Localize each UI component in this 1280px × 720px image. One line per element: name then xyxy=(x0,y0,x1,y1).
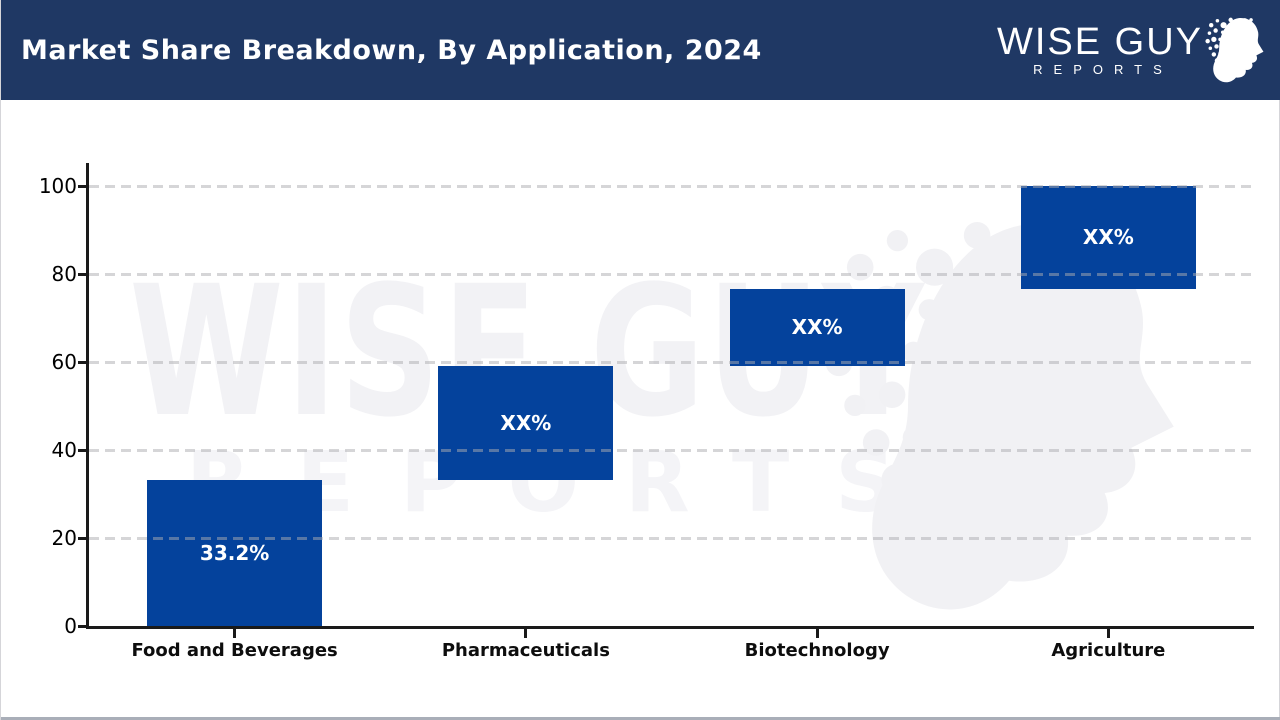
bottom-edge xyxy=(1,717,1280,720)
x-category-label-agriculture: Agriculture xyxy=(1051,640,1166,661)
gridline-100 xyxy=(89,185,1254,188)
wiseguy-logo-text: WISE GUY REPORTS xyxy=(997,23,1203,77)
y-tick-label-80: 80 xyxy=(51,262,77,286)
logo-wordmark: WISE GUY xyxy=(996,21,1203,63)
header-bar: Market Share Breakdown, By Application, … xyxy=(1,0,1280,100)
x-axis-line xyxy=(86,626,1254,629)
page-title: Market Share Breakdown, By Application, … xyxy=(21,34,762,66)
y-tick-mark xyxy=(78,536,87,540)
y-tick-label-40: 40 xyxy=(51,438,77,462)
y-tick-mark xyxy=(78,272,87,276)
gridline-80 xyxy=(89,273,1254,276)
bar-value-label: XX% xyxy=(500,410,552,435)
wiseguy-logo: WISE GUY REPORTS xyxy=(997,16,1267,84)
bar-food-and-beverages: 33.2% xyxy=(147,479,323,626)
x-tick-mark xyxy=(815,629,819,638)
bar-biotechnology: XX% xyxy=(729,288,905,366)
y-tick-label-20: 20 xyxy=(51,526,77,550)
bar-value-label: XX% xyxy=(1082,225,1134,250)
gridline-40 xyxy=(89,449,1254,452)
wiseguy-face-icon xyxy=(1205,17,1264,83)
y-tick-label-0: 0 xyxy=(64,614,77,638)
x-tick-mark xyxy=(524,629,528,638)
y-axis-line xyxy=(86,163,89,629)
y-tick-mark xyxy=(78,448,87,452)
y-tick-label-60: 60 xyxy=(51,350,77,374)
y-tick-mark xyxy=(78,624,87,628)
bar-value-label: XX% xyxy=(791,315,843,340)
logo-subtitle: REPORTS xyxy=(1033,62,1173,77)
gridline-20 xyxy=(89,537,1254,540)
x-tick-mark xyxy=(1106,629,1110,638)
y-tick-mark xyxy=(78,360,87,364)
y-tick-label-100: 100 xyxy=(38,174,77,198)
gridline-60 xyxy=(89,361,1254,364)
x-category-label-food-and-beverages: Food and Beverages xyxy=(131,640,338,661)
plot-area: 33.2% Food and Beverages XX% Pharmaceutical… xyxy=(1,100,1280,716)
y-tick-mark xyxy=(78,184,87,188)
bar-value-label: 33.2% xyxy=(199,540,270,565)
bar-pharmaceuticals: XX% xyxy=(438,365,614,480)
x-category-label-biotechnology: Biotechnology xyxy=(744,640,890,661)
x-category-label-pharmaceuticals: Pharmaceuticals xyxy=(441,640,610,661)
x-tick-mark xyxy=(233,629,237,638)
